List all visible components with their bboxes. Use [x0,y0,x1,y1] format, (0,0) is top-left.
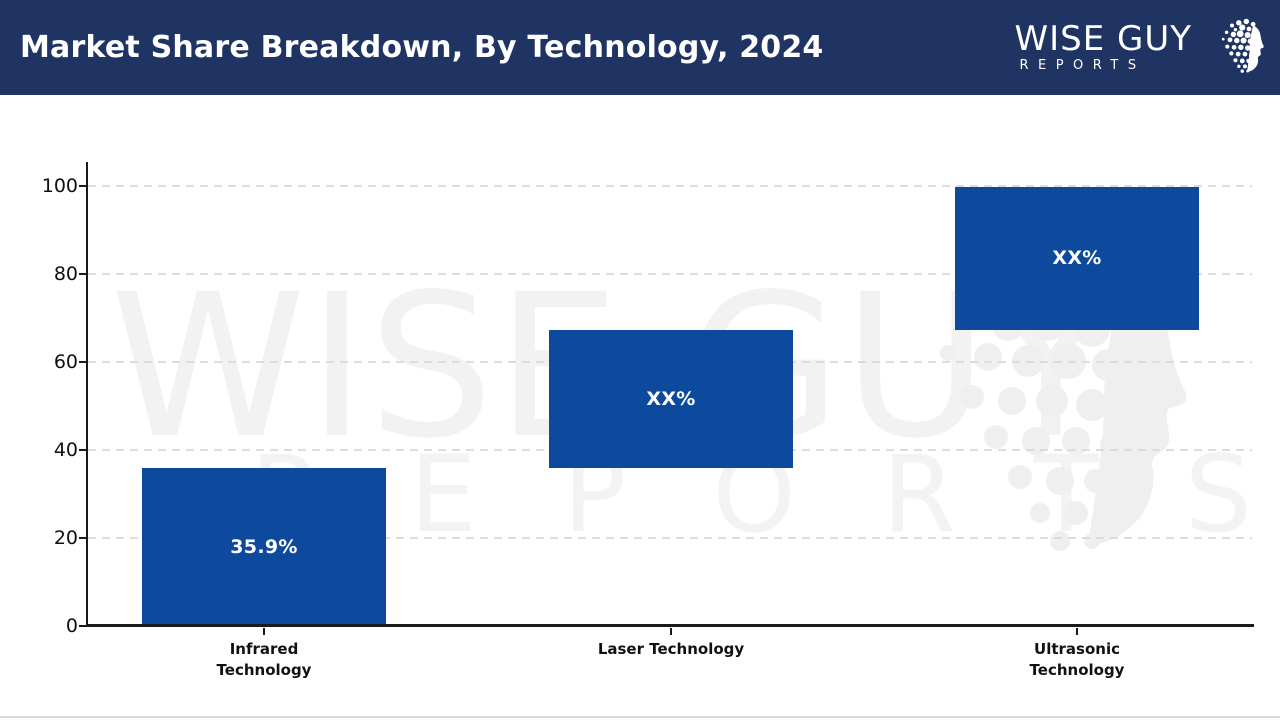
y-tick-mark [79,625,86,627]
category-label-line: Technology [216,661,312,679]
y-tick-mark [79,185,86,187]
bar-value-label: XX% [1052,247,1102,270]
y-tick-mark [79,537,86,539]
y-tick-label: 80 [53,263,78,285]
bar-segment: XX% [549,329,793,469]
category-label: Infrared Technology [104,639,424,681]
x-axis-line [86,624,1254,627]
logo-subtext: REPORTS [1019,58,1146,73]
category-label-line: Infrared [229,640,299,658]
page-title: Market Share Breakdown, By Technology, 2… [20,30,824,65]
y-tick-label: 0 [65,615,78,637]
bottom-border-line [0,716,1280,718]
category-label-line: Technology [1029,661,1125,679]
bar-segment: XX% [955,186,1199,330]
logo-text: WISE GUY REPORTS [1014,22,1192,73]
logo-wordmark: WISE GUY [1014,19,1192,59]
gridline-20 [88,537,1252,539]
gridline-100 [88,185,1252,187]
header-bar: Market Share Breakdown, By Technology, 2… [0,0,1280,95]
plot-area: 0 20 40 60 80 100 35.9% Infrared Technology XX% La… [0,95,1280,718]
category-label: Laser Technology [511,639,831,660]
y-tick-label: 20 [53,527,78,549]
bar-value-label: XX% [646,387,696,410]
y-tick-mark [79,273,86,275]
category-label: Ultrasonic Technology [917,639,1237,681]
category-label-line: Laser Technology [597,640,745,658]
y-tick-label: 100 [41,175,78,197]
bar-value-label: 35.9% [230,536,298,558]
y-tick-label: 40 [53,439,78,461]
logo-head-icon [1221,18,1264,73]
x-tick-mark [670,628,672,635]
y-tick-label: 60 [53,351,78,373]
y-axis-line [86,162,88,626]
y-tick-mark [79,361,86,363]
x-tick-mark [263,628,265,635]
x-tick-mark [1076,628,1078,635]
y-tick-mark [79,449,86,451]
bar-segment: 35.9% [142,468,386,626]
gridline-80 [88,273,1252,275]
logo: WISE GUY REPORTS [1014,9,1264,87]
category-label-line: Ultrasonic [1034,640,1120,658]
